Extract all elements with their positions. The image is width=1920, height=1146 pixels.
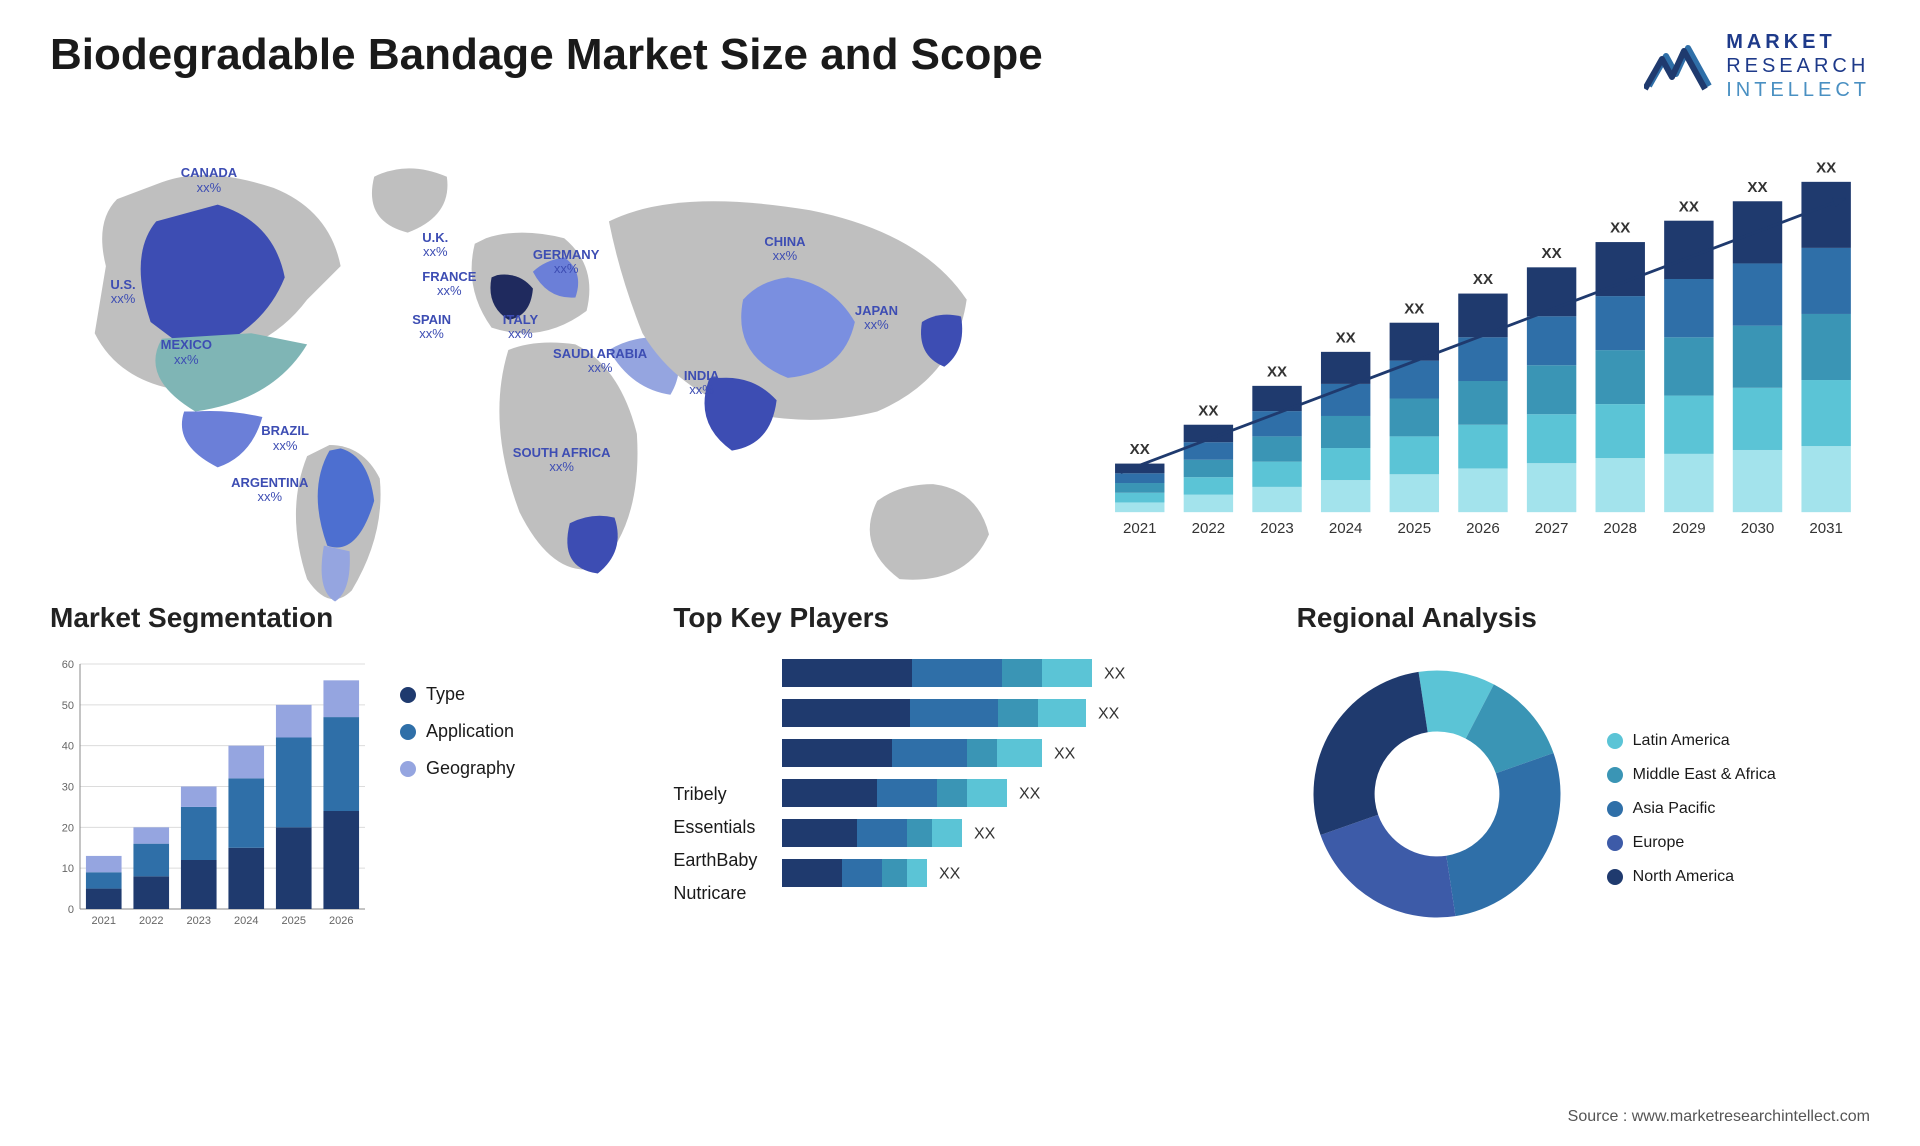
svg-text:2021: 2021 xyxy=(92,915,116,927)
svg-text:XX: XX xyxy=(1054,746,1076,763)
map-label: FRANCExx% xyxy=(422,270,476,299)
svg-text:2024: 2024 xyxy=(234,915,258,927)
svg-text:2022: 2022 xyxy=(1192,520,1226,537)
svg-text:XX: XX xyxy=(1816,159,1836,176)
svg-text:XX: XX xyxy=(1198,402,1218,419)
svg-text:2025: 2025 xyxy=(282,915,306,927)
svg-text:XX: XX xyxy=(1098,706,1120,723)
player-name: EarthBaby xyxy=(673,850,757,871)
regional-title: Regional Analysis xyxy=(1297,602,1870,634)
svg-text:20: 20 xyxy=(62,822,74,834)
top-row: CANADAxx% U.S.xx% MEXICOxx% BRAZILxx% ARGENT… xyxy=(50,132,1870,562)
svg-text:2026: 2026 xyxy=(1466,520,1500,537)
svg-text:XX: XX xyxy=(1267,363,1287,380)
regional-legend: Latin America Middle East & Africa Asia Pa… xyxy=(1607,732,1776,886)
svg-text:2022: 2022 xyxy=(139,915,163,927)
svg-text:XX: XX xyxy=(1542,245,1562,262)
svg-text:XX: XX xyxy=(1404,300,1424,317)
map-label: CHINAxx% xyxy=(764,235,805,264)
map-label: GERMANYxx% xyxy=(533,248,599,277)
growth-chart: XX 2021 XX 2022 XX 2023 XX 2024 XX 2025 XX 2026 XX 20… xyxy=(1096,132,1870,562)
svg-text:XX: XX xyxy=(939,866,961,883)
svg-text:XX: XX xyxy=(1130,441,1150,458)
growth-chart-panel: XX 2021 XX 2022 XX 2023 XX 2024 XX 2025 XX 2026 XX 20… xyxy=(1096,132,1870,562)
svg-text:40: 40 xyxy=(62,741,74,753)
svg-text:2027: 2027 xyxy=(1535,520,1569,537)
legend-item: Application xyxy=(400,721,515,742)
logo-text-1: MARKET xyxy=(1726,30,1870,54)
svg-text:2024: 2024 xyxy=(1329,520,1363,537)
legend-item: Type xyxy=(400,684,515,705)
svg-text:0: 0 xyxy=(68,904,74,916)
players-chart: XX XX XX XX XX XX xyxy=(777,654,1177,914)
svg-text:XX: XX xyxy=(1610,220,1630,237)
svg-text:2023: 2023 xyxy=(1260,520,1294,537)
svg-text:50: 50 xyxy=(62,700,74,712)
segmentation-chart: 0 10 20 30 40 50 60 2021 2022 2023 2024 2025 2026 xyxy=(50,654,370,934)
logo-text-2: RESEARCH xyxy=(1726,54,1870,78)
legend-item: Latin America xyxy=(1607,732,1776,750)
svg-text:2031: 2031 xyxy=(1809,520,1843,537)
header: Biodegradable Bandage Market Size and Sc… xyxy=(50,30,1870,102)
map-label: SOUTH AFRICAxx% xyxy=(513,446,611,475)
map-label: JAPANxx% xyxy=(855,304,898,333)
svg-text:2029: 2029 xyxy=(1672,520,1706,537)
svg-text:2026: 2026 xyxy=(329,915,353,927)
regional-donut xyxy=(1297,654,1577,934)
players-panel: Top Key Players TribelyEssentialsEarthBa… xyxy=(673,602,1246,934)
svg-text:XX: XX xyxy=(1748,179,1768,196)
svg-text:2025: 2025 xyxy=(1398,520,1432,537)
svg-text:2028: 2028 xyxy=(1604,520,1638,537)
regional-panel: Regional Analysis Latin America Middle Ea… xyxy=(1297,602,1870,934)
svg-text:XX: XX xyxy=(974,826,996,843)
svg-text:XX: XX xyxy=(1473,271,1493,288)
segmentation-panel: Market Segmentation 01020304050602021202… xyxy=(50,602,623,934)
bottom-row: Market Segmentation 01020304050602021202… xyxy=(50,602,1870,934)
map-label: CANADAxx% xyxy=(181,166,237,195)
map-label: ARGENTINAxx% xyxy=(231,476,308,505)
player-name: Essentials xyxy=(673,817,757,838)
player-name: Nutricare xyxy=(673,883,757,904)
players-labels: Tribely Essentials EarthBaby Nutricare xyxy=(673,654,757,904)
legend-item: North America xyxy=(1607,868,1776,886)
svg-text:30: 30 xyxy=(62,782,74,794)
legend-item: Asia Pacific xyxy=(1607,800,1776,818)
logo-icon xyxy=(1644,36,1714,96)
svg-text:60: 60 xyxy=(62,659,74,671)
map-label: SPAINxx% xyxy=(412,313,451,342)
svg-text:XX: XX xyxy=(1336,329,1356,346)
world-map-panel: CANADAxx% U.S.xx% MEXICOxx% BRAZILxx% ARGENT… xyxy=(50,132,1056,562)
page-title: Biodegradable Bandage Market Size and Sc… xyxy=(50,30,1043,80)
segmentation-legend: Type Application Geography xyxy=(400,684,515,934)
legend-item: Europe xyxy=(1607,834,1776,852)
svg-text:XX: XX xyxy=(1679,198,1699,215)
map-label: U.S.xx% xyxy=(110,278,135,307)
brand-logo: MARKET RESEARCH INTELLECT xyxy=(1644,30,1870,102)
legend-item: Middle East & Africa xyxy=(1607,766,1776,784)
svg-text:2023: 2023 xyxy=(187,915,211,927)
map-label: U.K.xx% xyxy=(422,231,448,260)
svg-text:10: 10 xyxy=(62,863,74,875)
svg-text:2021: 2021 xyxy=(1123,520,1157,537)
map-label: MEXICOxx% xyxy=(161,338,212,367)
svg-text:XX: XX xyxy=(1104,666,1126,683)
legend-item: Geography xyxy=(400,758,515,779)
map-label: SAUDI ARABIAxx% xyxy=(553,347,647,376)
source-text: Source : www.marketresearchintellect.com xyxy=(1568,1108,1870,1126)
player-name: Tribely xyxy=(673,784,757,805)
map-label: BRAZILxx% xyxy=(261,424,309,453)
svg-text:XX: XX xyxy=(1019,786,1041,803)
map-label: ITALYxx% xyxy=(503,313,538,342)
svg-text:2030: 2030 xyxy=(1741,520,1775,537)
map-label: INDIAxx% xyxy=(684,369,719,398)
logo-text-3: INTELLECT xyxy=(1726,78,1870,102)
